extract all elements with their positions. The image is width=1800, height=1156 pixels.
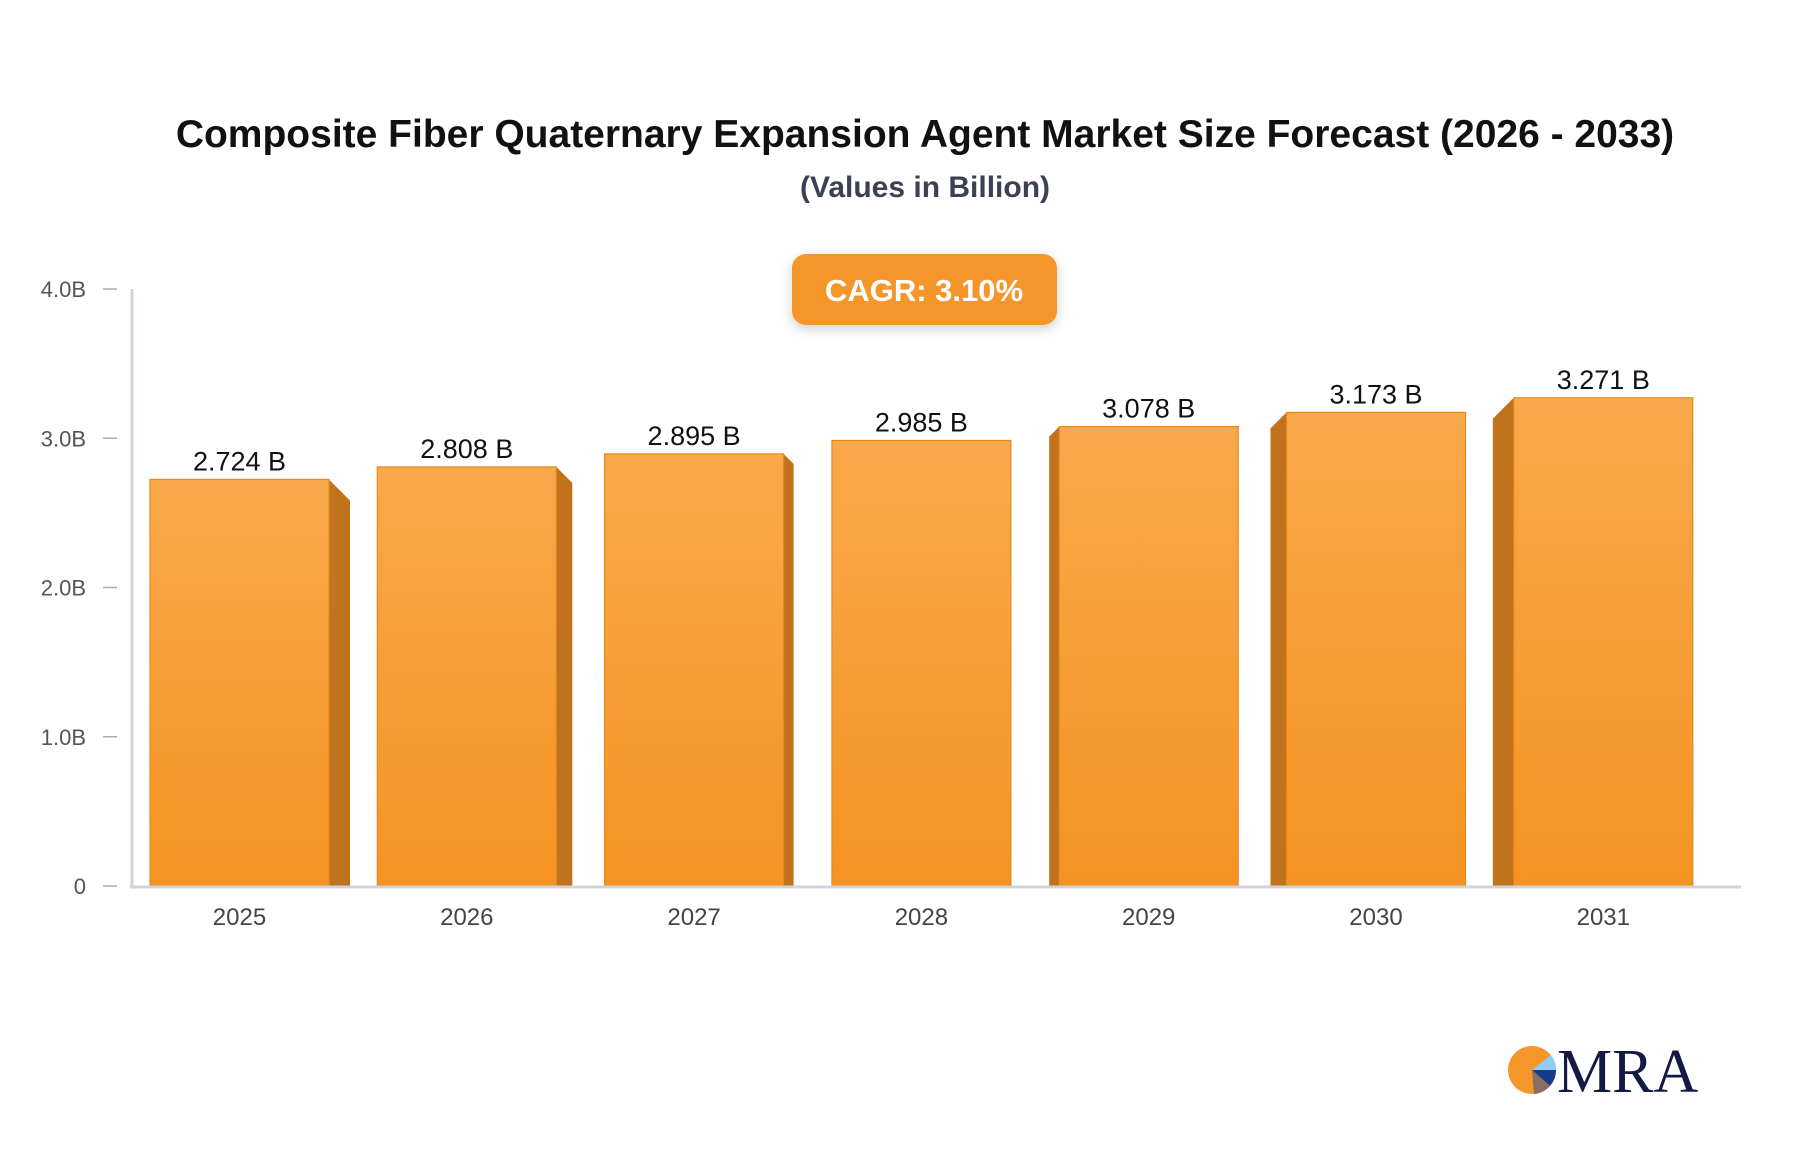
bar-side: [556, 466, 573, 886]
bar-side: [1492, 397, 1514, 886]
y-tick-label: 3.0B: [41, 426, 86, 451]
x-tick-label: 2026: [440, 904, 493, 931]
x-tick-label: 2031: [1577, 904, 1630, 931]
x-tick-label: 2030: [1349, 904, 1402, 931]
bar: [603, 453, 785, 887]
chart-subtitle: (Values in Billion): [800, 171, 1050, 204]
y-tick-label: 0: [74, 874, 86, 899]
data-label: 2.724 B: [193, 446, 286, 476]
y-tick-label: 4.0B: [41, 277, 86, 302]
bar-side: [783, 453, 794, 886]
x-tick-label: 2029: [1122, 904, 1175, 931]
bar-side: [1049, 426, 1060, 886]
bar-2031: [1492, 397, 1694, 887]
chart-title: Composite Fiber Quaternary Expansion Age…: [176, 113, 1674, 156]
data-label: 2.895 B: [648, 421, 741, 451]
bar: [1058, 426, 1239, 887]
bar: [149, 478, 330, 887]
x-axis: 2025 2026 2027 2028 2029 2030 2031: [213, 904, 1630, 931]
cagr-badge: [792, 254, 1057, 325]
bar: [1513, 397, 1694, 887]
data-label: 3.271 B: [1557, 365, 1650, 395]
bar: [1285, 411, 1467, 887]
bar-2027: [603, 453, 794, 887]
bar-2030: [1270, 411, 1467, 887]
y-axis: 0 1.0B 2.0B 3.0B 4.0B: [41, 277, 117, 899]
x-tick-label: 2028: [895, 904, 948, 931]
bar: [376, 466, 557, 887]
bar-side: [329, 479, 350, 886]
bar-2029: [1049, 426, 1239, 887]
logo-text: MRA: [1557, 1038, 1698, 1106]
bar: [831, 439, 1012, 887]
bars: 2.724 B 2.808 B 2.895 B 2.985 B 3.078 B 3.173…: [149, 365, 1694, 887]
cagr-label: CAGR: 3.10%: [825, 273, 1023, 308]
y-tick-label: 1.0B: [41, 725, 86, 750]
data-label: 2.808 B: [420, 434, 513, 464]
mra-logo: MRA: [1508, 1038, 1698, 1106]
bar-2028: [831, 439, 1012, 887]
bar-2025: [149, 478, 350, 887]
bar-2026: [376, 466, 573, 887]
y-tick-label: 2.0B: [41, 576, 86, 601]
data-label: 3.173 B: [1329, 379, 1422, 409]
data-label: 2.985 B: [875, 407, 968, 437]
x-tick-label: 2025: [213, 904, 266, 931]
x-tick-label: 2027: [667, 904, 720, 931]
data-label: 3.078 B: [1102, 394, 1195, 424]
bar-side: [1270, 412, 1287, 886]
